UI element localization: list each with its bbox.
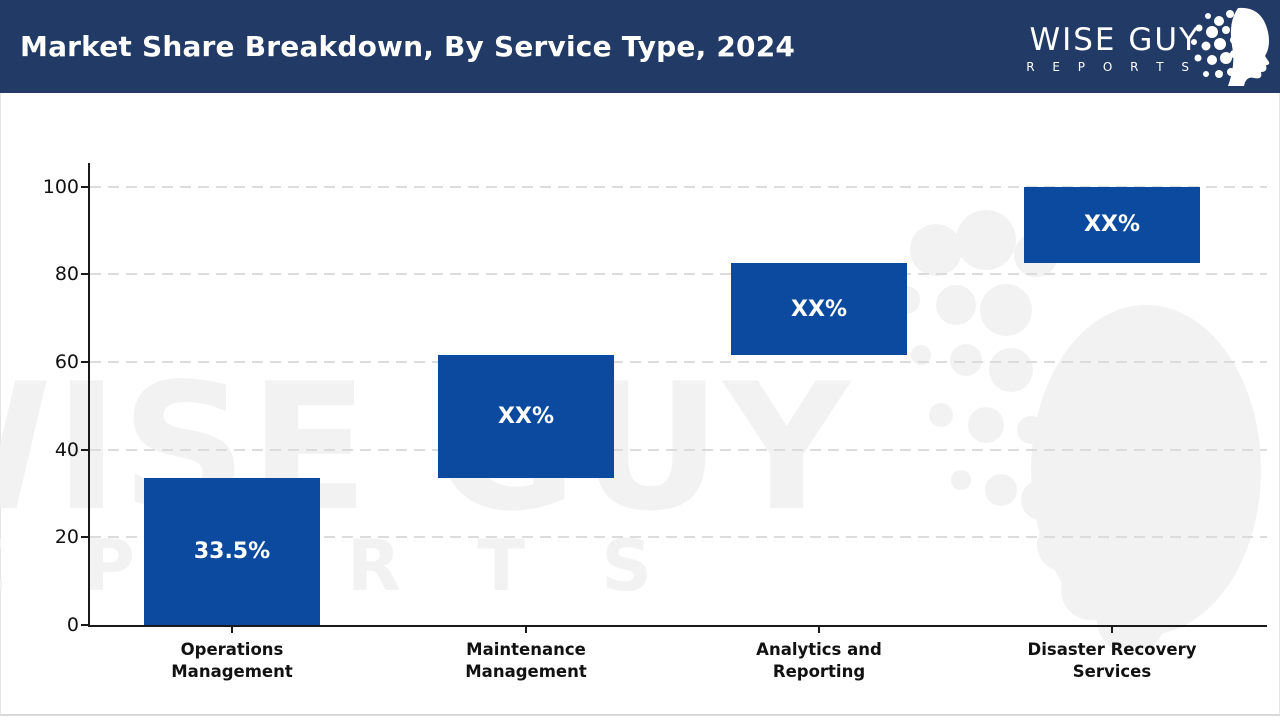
y-tick-label: 100 [42,175,79,198]
y-tick-mark [81,273,89,276]
y-axis [88,163,90,627]
page-title: Market Share Breakdown, By Service Type,… [20,30,796,63]
y-tick-label: 80 [54,263,79,286]
wise-guy-logo: WISE GUY R E P O R T S [1022,0,1272,93]
gridline [90,360,1267,363]
x-tick-mark [1111,625,1113,633]
y-tick-label: 20 [54,526,79,549]
x-tick-mark [818,625,820,633]
logo-head-icon [1191,7,1270,87]
y-tick-label: 40 [54,438,79,461]
category-label: Disaster Recovery Services [1027,640,1197,682]
x-axis [88,625,1267,627]
bar-label: 33.5% [193,539,271,565]
y-tick-mark [81,624,89,626]
bar: XX% [731,263,907,356]
y-tick-mark [81,360,89,363]
watermark-head-icon [892,210,1261,654]
category-label: Analytics and Reporting [756,640,882,682]
bar: XX% [438,355,614,479]
bar: XX% [1024,186,1200,264]
y-tick-label: 0 [66,614,79,636]
gridline [90,448,1267,451]
header-bar: Market Share Breakdown, By Service Type,… [0,0,1280,93]
y-tick-mark [81,536,89,539]
bottom-rule [0,714,1280,716]
category-label: Operations Management [171,640,293,682]
bar-label: XX% [498,404,554,430]
y-tick-mark [81,185,89,188]
gridline [90,273,1267,276]
bar: 33.5% [144,478,320,625]
x-tick-mark [231,625,233,633]
y-tick-mark [81,448,89,451]
logo-subtext: R E P O R T S [1026,60,1196,74]
logo-wordmark: WISE GUY [1029,22,1200,58]
gridline [90,536,1267,539]
gridline [90,185,1267,188]
bar-label: XX% [791,296,847,322]
watermark-wordmark: WISE GUY [0,347,853,550]
y-tick-label: 60 [54,350,79,373]
category-label: Maintenance Management [465,640,587,682]
x-tick-mark [525,625,527,633]
chart-area: WISE GUY R E P O R T S 0 20 40 60 80 100 33.5%… [0,93,1280,716]
watermark-subtext: R E P O R T S [0,525,678,607]
bar-label: XX% [1084,212,1140,238]
